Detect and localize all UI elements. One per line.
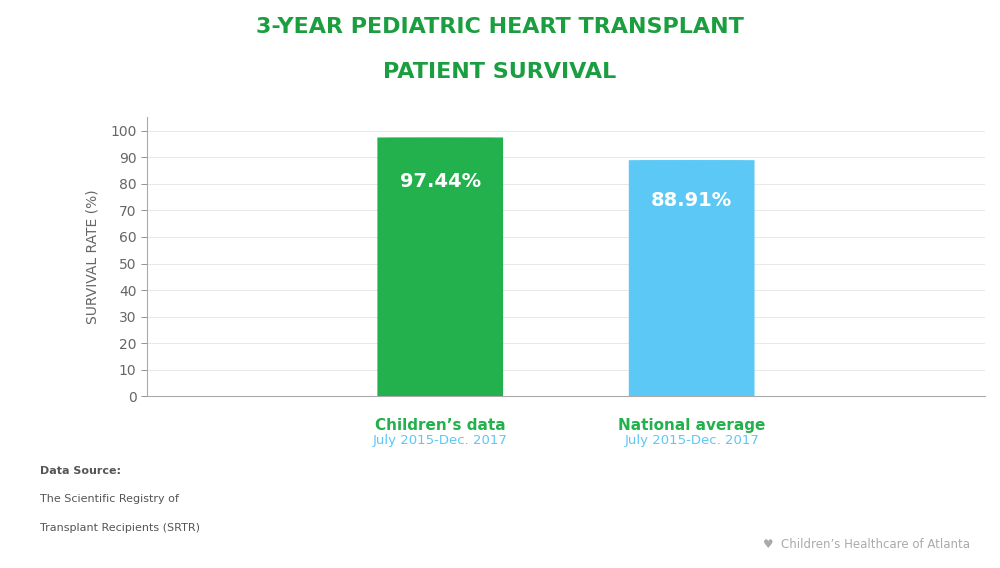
Text: The Scientific Registry of: The Scientific Registry of [40, 494, 179, 504]
Text: Children’s data: Children’s data [375, 417, 506, 433]
Text: ♥  Children’s Healthcare of Atlanta: ♥ Children’s Healthcare of Atlanta [763, 538, 970, 551]
Text: National average: National average [618, 417, 765, 433]
Text: 3-YEAR PEDIATRIC HEART TRANSPLANT: 3-YEAR PEDIATRIC HEART TRANSPLANT [256, 17, 744, 37]
Text: Transplant Recipients (SRTR): Transplant Recipients (SRTR) [40, 523, 200, 533]
Text: PATIENT SURVIVAL: PATIENT SURVIVAL [383, 62, 617, 82]
Text: 97.44%: 97.44% [400, 172, 481, 191]
Text: July 2015-Dec. 2017: July 2015-Dec. 2017 [373, 434, 508, 446]
Text: July 2015-Dec. 2017: July 2015-Dec. 2017 [624, 434, 759, 446]
FancyBboxPatch shape [629, 160, 755, 396]
Y-axis label: SURVIVAL RATE (%): SURVIVAL RATE (%) [85, 190, 99, 324]
FancyBboxPatch shape [377, 137, 503, 396]
Text: Data Source:: Data Source: [40, 466, 121, 476]
Text: 88.91%: 88.91% [651, 191, 732, 210]
